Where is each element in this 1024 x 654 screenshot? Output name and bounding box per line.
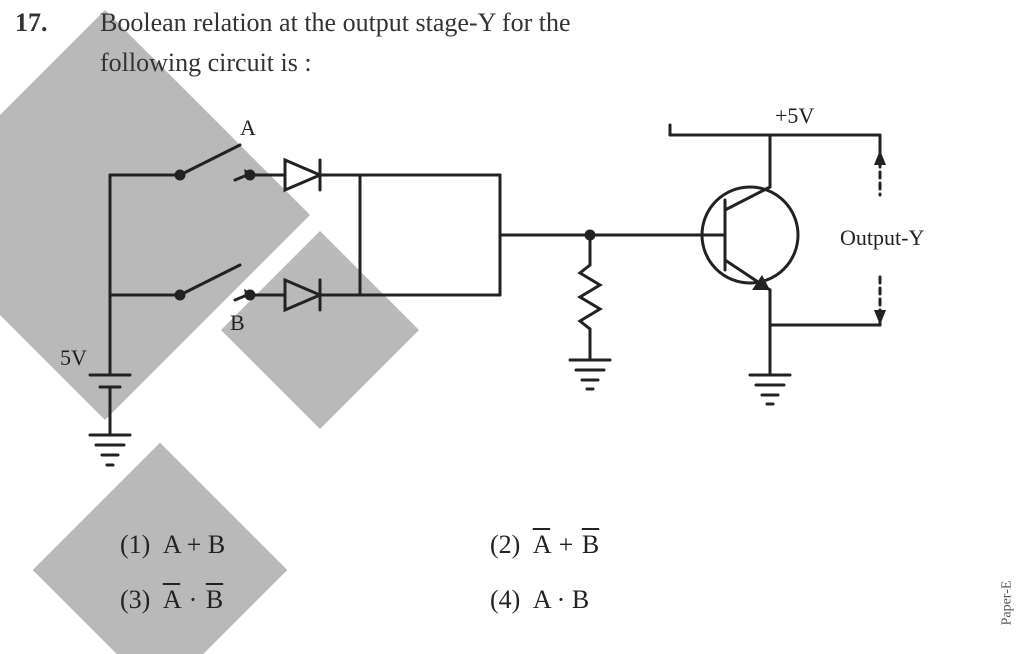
option-3-b: B bbox=[206, 585, 223, 614]
page: 17. Boolean relation at the output stage… bbox=[0, 0, 1024, 654]
question-number: 17. bbox=[15, 8, 48, 38]
option-2-b: B bbox=[582, 530, 599, 559]
option-3: (3) A · B bbox=[120, 585, 223, 615]
option-1-num: (1) bbox=[120, 530, 150, 559]
label-a: A bbox=[240, 115, 256, 140]
label-b: B bbox=[230, 310, 245, 335]
option-1: (1) A + B bbox=[120, 530, 225, 560]
paper-tag: Paper-E bbox=[1000, 581, 1016, 626]
label-5v-top: +5V bbox=[775, 103, 814, 128]
question-text-line1: Boolean relation at the output stage-Y f… bbox=[100, 8, 571, 38]
option-1-text: A + B bbox=[163, 530, 225, 559]
option-3-dot: · bbox=[189, 585, 198, 614]
option-2-a: A bbox=[533, 530, 550, 559]
circuit-diagram: A B 5V +5V Output-Y bbox=[60, 95, 960, 495]
option-4: (4) A · B bbox=[490, 585, 589, 615]
option-2-num: (2) bbox=[490, 530, 520, 559]
label-5v-left: 5V bbox=[60, 345, 87, 370]
option-4-num: (4) bbox=[490, 585, 520, 614]
option-4-text: A · B bbox=[533, 585, 589, 614]
option-2: (2) A + B bbox=[490, 530, 599, 560]
option-2-plus: + bbox=[559, 530, 574, 559]
question-text-line2: following circuit is : bbox=[100, 48, 312, 78]
label-output: Output-Y bbox=[840, 225, 924, 250]
option-3-a: A bbox=[163, 585, 180, 614]
option-3-num: (3) bbox=[120, 585, 150, 614]
